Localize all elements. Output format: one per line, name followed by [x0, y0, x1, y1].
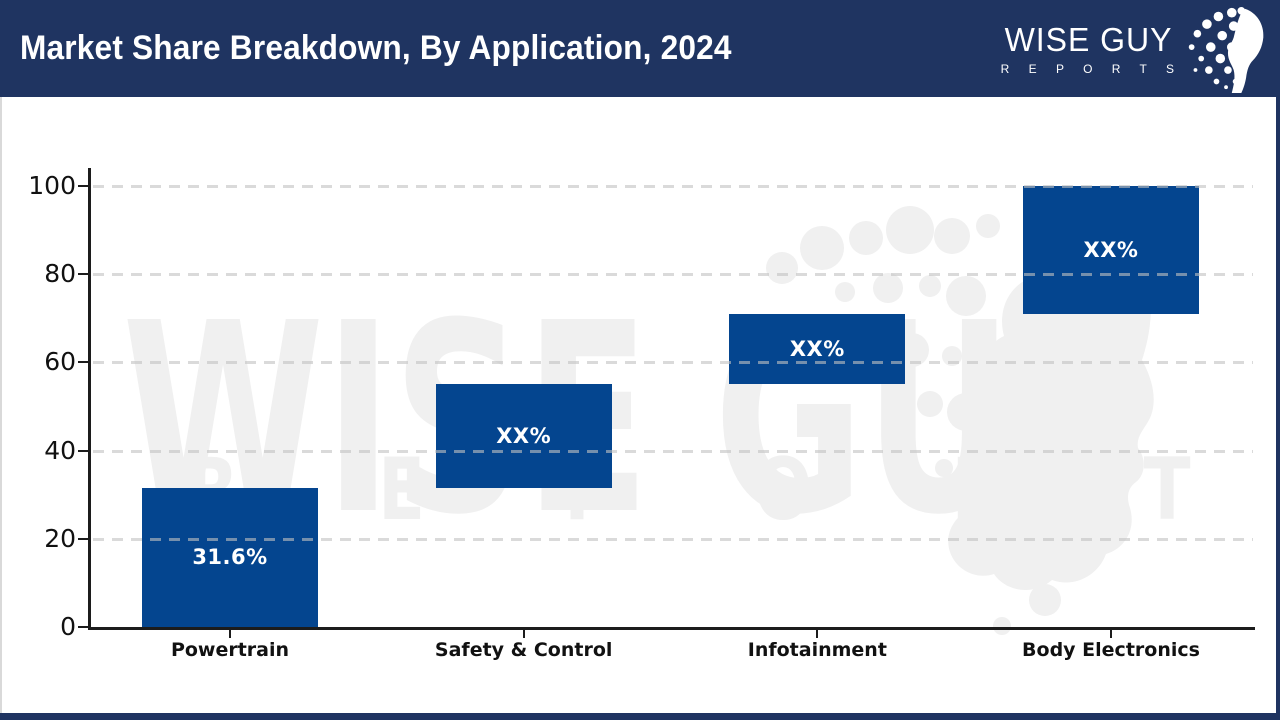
x-axis-label-infotainment: Infotainment	[747, 639, 887, 661]
x-tick-safety-control	[522, 630, 525, 638]
y-tick-label: 20	[44, 523, 76, 553]
bar-infotainment	[729, 314, 906, 384]
left-edge-border	[0, 97, 2, 713]
y-tick	[78, 626, 88, 628]
bar-powertrain	[142, 487, 318, 627]
gridline-60	[93, 361, 1253, 365]
y-tick-label: 0	[60, 612, 76, 641]
y-tick-label: 80	[44, 259, 76, 289]
y-axis-line	[88, 168, 91, 630]
x-axis-label-safety-control: Safety & Control	[434, 639, 613, 661]
x-axis-label-powertrain: Powertrain	[170, 639, 290, 661]
bar-body-electronics	[1023, 186, 1199, 315]
x-axis-label-body-electronics: Body Electronics	[1022, 639, 1200, 661]
footer-bar	[0, 713, 1280, 720]
bar-value-label-powertrain: 31.6%	[192, 545, 268, 570]
header-bar: Market Share Breakdown, By Application, …	[0, 0, 1280, 97]
right-edge-border	[1276, 0, 1280, 720]
y-tick	[78, 361, 88, 364]
gridline-20	[93, 537, 1253, 541]
x-tick-body-electronics	[1110, 630, 1112, 638]
y-tick-label: 40	[44, 435, 76, 465]
logo-subtitle: R E P O R T S	[1000, 62, 1182, 76]
gridline-80	[93, 273, 1253, 277]
y-tick	[78, 273, 88, 276]
bar-value-label-safety-control: XX%	[496, 423, 552, 448]
gridline-100	[93, 185, 1253, 188]
logo-wordmark: WISE GUY	[1004, 21, 1173, 58]
wise-guy-logo: WISE GUY R E P O R T S	[995, 5, 1270, 93]
y-tick-label: 60	[44, 347, 76, 377]
page-title: Market Share Breakdown, By Application, …	[20, 29, 732, 67]
bar-value-label-infotainment: XX%	[789, 336, 845, 361]
gridline-40	[93, 449, 1253, 453]
y-tick	[78, 537, 88, 540]
x-axis-line	[88, 627, 1255, 630]
bar-value-label-body-electronics: XX%	[1083, 238, 1139, 263]
logo-text: WISE GUY R E P O R T S	[995, 21, 1182, 76]
x-tick-infotainment	[816, 630, 819, 638]
logo-face-icon	[1188, 6, 1264, 93]
y-tick	[78, 449, 88, 452]
bar-safety-control	[435, 383, 612, 488]
y-tick	[78, 185, 88, 187]
x-tick-powertrain	[229, 630, 231, 638]
y-tick-label: 100	[28, 171, 76, 200]
